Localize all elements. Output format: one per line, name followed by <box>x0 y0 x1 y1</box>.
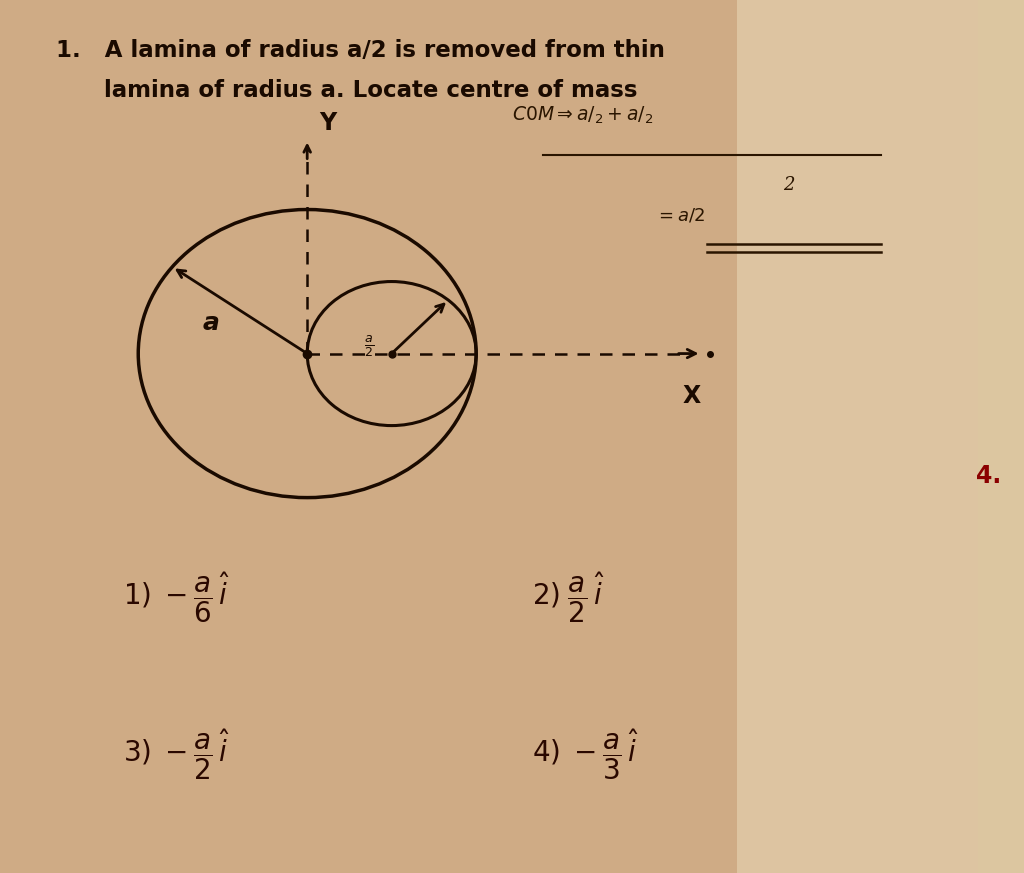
Text: a: a <box>202 312 219 335</box>
Text: $1)\;-\dfrac{a}{6}\,\hat{i}$: $1)\;-\dfrac{a}{6}\,\hat{i}$ <box>123 571 230 625</box>
Text: 4.: 4. <box>976 464 1000 488</box>
Text: $\mathit{= a/2}$: $\mathit{= a/2}$ <box>655 207 706 224</box>
Text: $\mathit{C0M} \Rightarrow \mathit{a/}_2 + \mathit{a/}_2$: $\mathit{C0M} \Rightarrow \mathit{a/}_2 … <box>512 105 653 126</box>
Text: Y: Y <box>319 112 337 135</box>
Text: $2)\;\dfrac{a}{2}\,\hat{i}$: $2)\;\dfrac{a}{2}\,\hat{i}$ <box>532 571 605 625</box>
Text: $3)\;-\dfrac{a}{2}\,\hat{i}$: $3)\;-\dfrac{a}{2}\,\hat{i}$ <box>123 728 230 782</box>
Text: $\frac{a}{2}$: $\frac{a}{2}$ <box>365 333 374 360</box>
Text: 2: 2 <box>782 176 795 195</box>
Bar <box>978 0 1024 873</box>
Text: $4)\;-\dfrac{a}{3}\,\hat{i}$: $4)\;-\dfrac{a}{3}\,\hat{i}$ <box>532 728 640 782</box>
Text: 1.   A lamina of radius a/2 is removed from thin: 1. A lamina of radius a/2 is removed fro… <box>56 39 666 62</box>
Bar <box>737 0 1024 873</box>
Text: X: X <box>682 384 700 408</box>
Text: lamina of radius a. Locate centre of mass: lamina of radius a. Locate centre of mas… <box>56 79 638 101</box>
